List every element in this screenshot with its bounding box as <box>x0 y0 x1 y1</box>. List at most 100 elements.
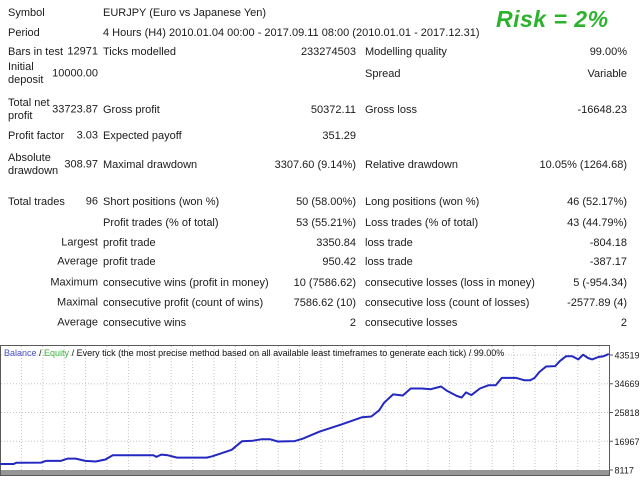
row-value: 12971 <box>67 45 98 58</box>
metric-label: profit trade <box>103 255 156 268</box>
method-label: Every tick (the most precise method base… <box>76 348 467 358</box>
metric-label: profit trade <box>103 236 156 249</box>
metric-label: consecutive loss (count of losses) <box>365 296 530 309</box>
row-value: 10000.00 <box>52 67 98 80</box>
metric-value: 233274503 <box>300 45 356 58</box>
row-cell: 4 Hours (H4) 2010.01.04 00:00 - 2017.09.… <box>98 27 480 40</box>
report-row: Bars in test 12971 Ticks modelled 233274503… <box>8 45 632 59</box>
row-label: Profit factor <box>8 129 65 142</box>
metric-value: 50372.11 <box>310 103 356 116</box>
y-axis-label: 34669 <box>615 379 640 389</box>
separator: / <box>36 348 45 358</box>
report-table: Symbol EURJPY (Euro vs Japanese Yen) Perio… <box>8 6 632 330</box>
metric-label: Expected payoff <box>103 129 182 142</box>
row-cell: loss trade -804.18 <box>356 237 627 250</box>
metric-label: consecutive losses (loss in money) <box>365 276 535 289</box>
metric-value: -804.18 <box>589 236 627 249</box>
y-axis-label: 43519 <box>615 351 640 361</box>
metric-value: -2577.89 (4) <box>567 296 627 309</box>
report-row: Average consecutive wins 2 consecutive loss… <box>8 316 632 330</box>
row-value <box>58 27 98 40</box>
row-cell: consecutive wins 2 <box>98 317 356 330</box>
metric-label: Short positions (won %) <box>103 195 220 208</box>
y-axis-label: 25818 <box>615 408 640 418</box>
metric-value: 2 <box>620 316 627 329</box>
row-value: 3.03 <box>76 129 98 142</box>
metric-label: consecutive wins (profit in money) <box>103 276 269 289</box>
metric-value: 3350.84 <box>316 236 356 249</box>
row-value: Average <box>57 255 98 268</box>
metric-label: consecutive profit (count of wins) <box>103 296 264 309</box>
row-cell: Short positions (won %) 50 (58.00%) <box>98 196 356 209</box>
row-cell: Loss trades (% of total) 43 (44.79%) <box>356 217 627 230</box>
row-cell: loss trade -387.17 <box>356 256 627 269</box>
metric-label: Loss trades (% of total) <box>365 216 479 229</box>
row-value: 96 <box>85 195 98 208</box>
row-cell: EURJPY (Euro vs Japanese Yen) <box>98 7 356 20</box>
metric-value: -387.17 <box>589 255 627 268</box>
y-axis-label: 8117 <box>615 466 634 476</box>
report-row: Total net profit 33723.87 Gross profit 5037… <box>8 97 632 123</box>
row-cell: Spread Variable <box>356 68 627 81</box>
metric-label: Spread <box>365 67 401 80</box>
metric-label: Profit trades (% of total) <box>103 216 219 229</box>
row-cell: Gross profit 50372.11 <box>98 104 356 117</box>
balance-chart-svg: 43519 34669 25818 16967 8117 <box>0 345 640 476</box>
report-row: Maximum consecutive wins (profit in money… <box>8 276 632 290</box>
metric-value: 10 (7586.62) <box>293 276 356 289</box>
row-value: 308.97 <box>64 158 98 171</box>
row-label: Bars in test <box>8 45 64 58</box>
report-row: Largest profit trade 3350.84 loss trade -804… <box>8 236 632 250</box>
report-row: Symbol EURJPY (Euro vs Japanese Yen) <box>8 6 632 20</box>
metric-value: 50 (58.00%) <box>296 195 356 208</box>
metric-label: Ticks modelled <box>103 45 176 58</box>
metric-label: 4 Hours (H4) 2010.01.04 00:00 - 2017.09.… <box>103 26 480 39</box>
row-value <box>58 7 98 20</box>
metric-label: EURJPY (Euro vs Japanese Yen) <box>103 6 267 19</box>
report-row: Profit factor 3.03 Expected payoff 351.29 <box>8 129 632 143</box>
row-cell: Gross loss -16648.23 <box>356 104 627 117</box>
balance-chart: 43519 34669 25818 16967 8117 Balance / Equit… <box>0 345 640 480</box>
row-label: Initial deposit <box>8 61 44 86</box>
row-cell: Relative drawdown 10.05% (1264.68) <box>356 159 627 172</box>
metric-value: 3307.60 (9.14%) <box>274 158 356 171</box>
row-cell: profit trade 3350.84 <box>98 237 356 250</box>
equity-label: Equity <box>44 348 70 358</box>
chart-header: Balance / Equity / Every tick (the most … <box>4 348 504 358</box>
row-cell: consecutive profit (count of wins) 7586.6… <box>98 297 356 310</box>
row-cell: consecutive losses 2 <box>356 317 627 330</box>
row-cell: consecutive wins (profit in money) 10 (75… <box>98 277 356 290</box>
metric-value: 46 (52.17%) <box>567 195 627 208</box>
metric-value: 99.00% <box>589 45 627 58</box>
row-cell: Profit trades (% of total) 53 (55.21%) <box>98 217 356 230</box>
report-row: Absolute drawdown 308.97 Maximal drawdown 3… <box>8 152 632 178</box>
metric-value: 351.29 <box>322 129 356 142</box>
row-cell: Maximal drawdown 3307.60 (9.14%) <box>98 159 356 172</box>
row-label: Period <box>8 26 40 39</box>
metric-label: consecutive wins <box>103 316 187 329</box>
row-value: Maximal <box>57 296 98 309</box>
metric-label: Gross loss <box>365 103 417 116</box>
report-row: Initial deposit 10000.00 Spread Variable <box>8 61 632 87</box>
metric-label: consecutive losses <box>365 316 458 329</box>
metric-label: loss trade <box>365 236 413 249</box>
metric-label: Long positions (won %) <box>365 195 480 208</box>
row-value <box>58 217 98 230</box>
row-label: Symbol <box>8 6 45 19</box>
report-row: Maximal consecutive profit (count of wins… <box>8 296 632 310</box>
report-row: Profit trades (% of total) 53 (55.21%) Los… <box>8 216 632 230</box>
metric-value: Variable <box>587 67 627 80</box>
separator: / <box>466 348 474 358</box>
row-cell: consecutive loss (count of losses) -2577.… <box>356 297 627 310</box>
x-axis-band <box>1 470 609 475</box>
risk-label: Risk = 2% <box>496 6 609 32</box>
row-cell: Ticks modelled 233274503 <box>98 46 356 59</box>
row-cell: Expected payoff 351.29 <box>98 130 356 143</box>
row-cell: profit trade 950.42 <box>98 256 356 269</box>
metric-value: 7586.62 (10) <box>293 296 356 309</box>
metric-label: Maximal drawdown <box>103 158 198 171</box>
metric-label: loss trade <box>365 255 413 268</box>
row-label: Total net profit <box>8 97 50 122</box>
metric-value: 950.42 <box>322 255 356 268</box>
row-cell: Modelling quality 99.00% <box>356 46 627 59</box>
